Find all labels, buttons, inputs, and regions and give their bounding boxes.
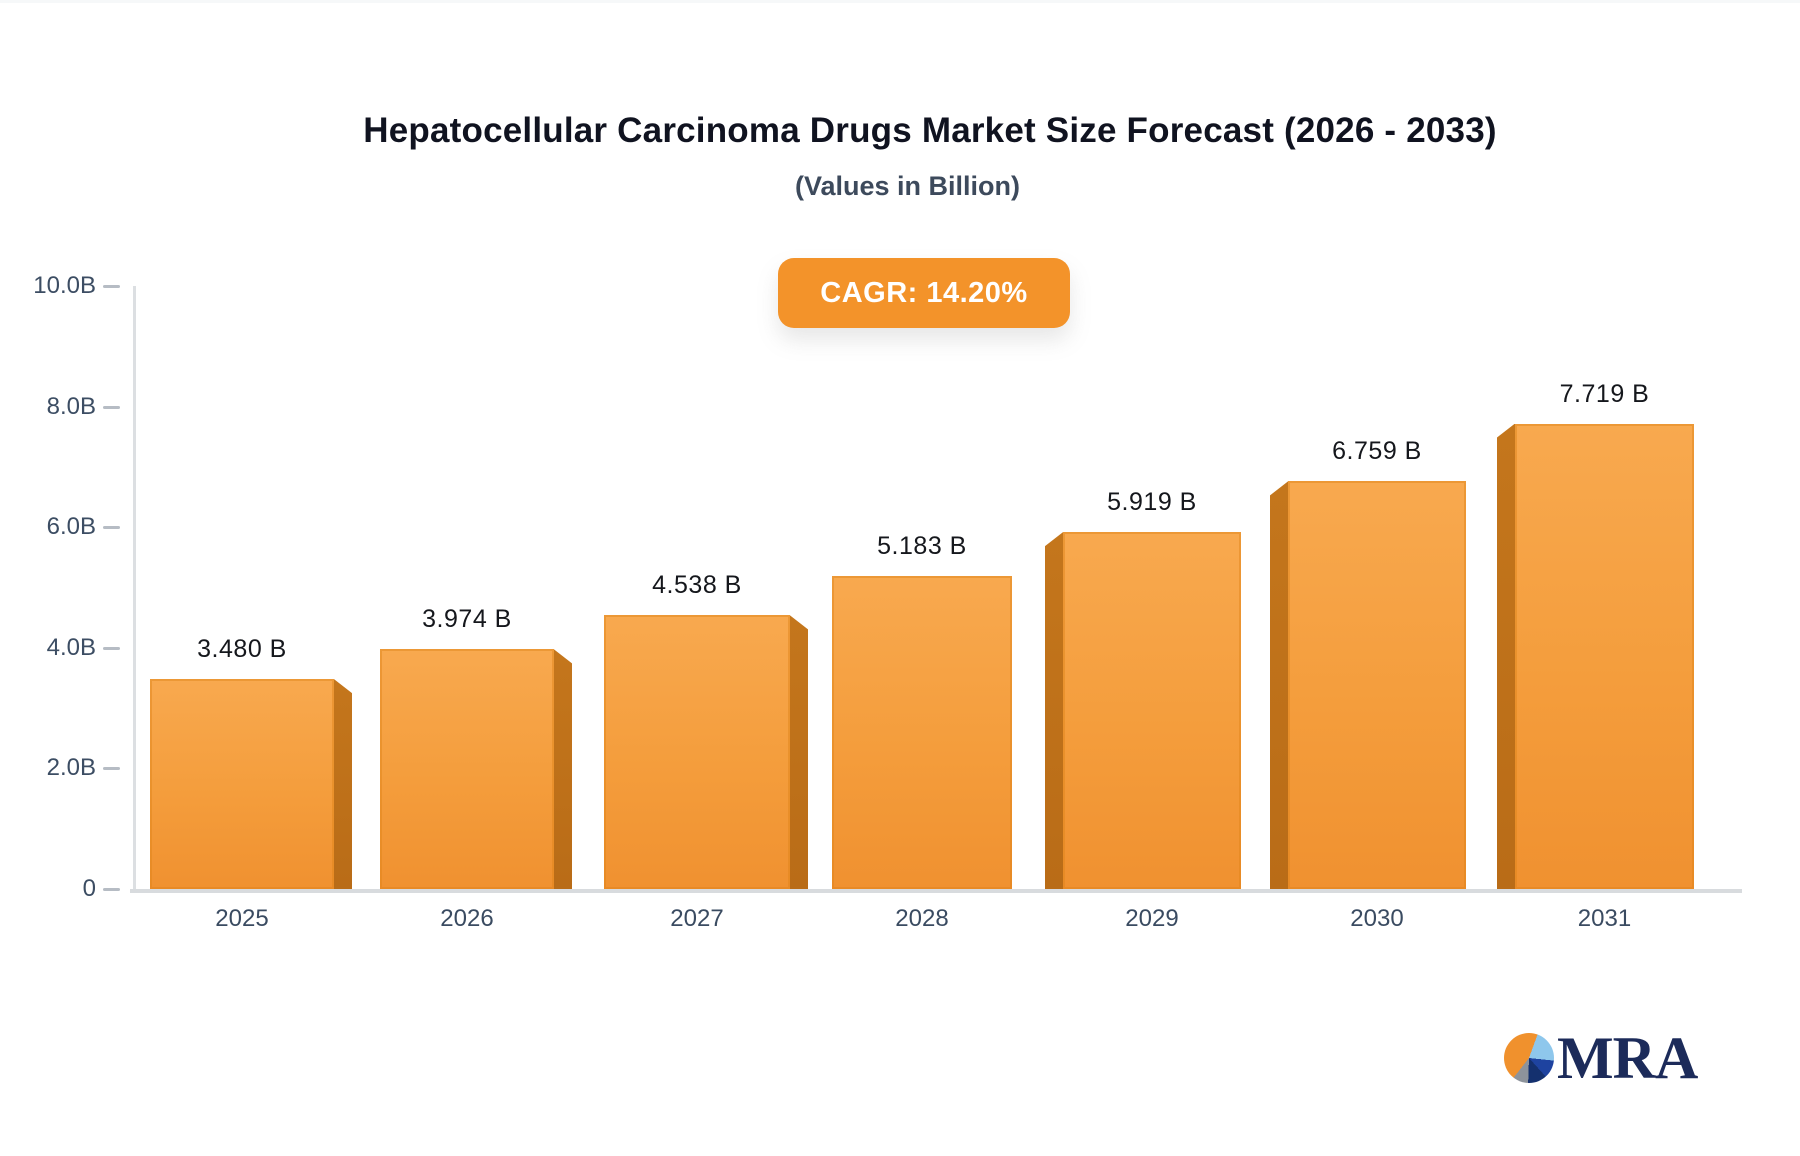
bar-value-label: 6.759 B (1332, 437, 1422, 466)
y-tick-mark (103, 888, 120, 891)
y-tick-mark (103, 767, 120, 771)
bar-3d-side-face (554, 649, 572, 889)
y-tick-mark (103, 526, 120, 530)
x-axis-label-2025: 2025 (215, 905, 269, 932)
pie-chart-icon (1504, 1033, 1554, 1083)
cagr-badge: CAGR: 14.20% (778, 258, 1070, 328)
bar-3d-side-face (790, 615, 808, 889)
bar-value-label: 5.183 B (877, 532, 967, 561)
x-axis-label-2026: 2026 (440, 905, 494, 932)
y-tick-mark (103, 646, 120, 650)
bar-3d-side-face (1045, 532, 1063, 889)
x-axis-label-2027: 2027 (670, 905, 724, 932)
bar-value-label: 7.719 B (1559, 379, 1650, 408)
chart-subtitle: (Values in Billion) (794, 171, 1021, 201)
bar-2031 (1515, 423, 1694, 889)
y-axis-line (133, 286, 136, 889)
bar-value-label: 3.974 B (422, 605, 512, 634)
y-tick-label: 8.0B (46, 392, 96, 420)
x-axis-label-2029: 2029 (1125, 905, 1179, 932)
x-axis-label-2031: 2031 (1577, 905, 1632, 932)
bar-value-label: 4.538 B (652, 571, 742, 600)
bar-2030 (1288, 481, 1466, 889)
bar-chart-plot: 0 2.0B 4.0B 6.0B 8.0B 10.0B 3.480 B 2025 3.974 B… (0, 3, 1800, 1156)
chart-title: Hepatocellular Carcinoma Drugs Market Si… (363, 111, 1497, 150)
y-tick-label: 4.0B (46, 633, 96, 661)
bar-2025 (150, 679, 334, 889)
bar-value-label: 5.919 B (1107, 488, 1197, 517)
y-tick-mark (103, 405, 120, 409)
logo-text: MRA (1557, 1025, 1698, 1091)
y-tick-label: 6.0B (46, 513, 96, 541)
y-tick-label: 2.0B (46, 754, 96, 782)
y-tick-label: 0 (82, 875, 96, 902)
mra-logo: MRA (1504, 1025, 1698, 1091)
y-tick-label: 10.0B (33, 272, 96, 299)
bar-3d-side-face (1270, 481, 1288, 889)
bar-3d-side-face (1497, 423, 1515, 889)
y-tick-mark (103, 285, 120, 288)
bar-2028 (832, 576, 1012, 889)
bar-2027 (604, 615, 790, 889)
bar-3d-side-face (334, 679, 352, 889)
bar-value-label: 3.480 B (197, 635, 287, 664)
x-axis-label-2028: 2028 (895, 905, 949, 932)
bar-2029 (1063, 532, 1241, 889)
x-axis-line (130, 889, 1742, 893)
x-axis-label-2030: 2030 (1350, 905, 1404, 932)
bar-2026 (380, 649, 554, 889)
